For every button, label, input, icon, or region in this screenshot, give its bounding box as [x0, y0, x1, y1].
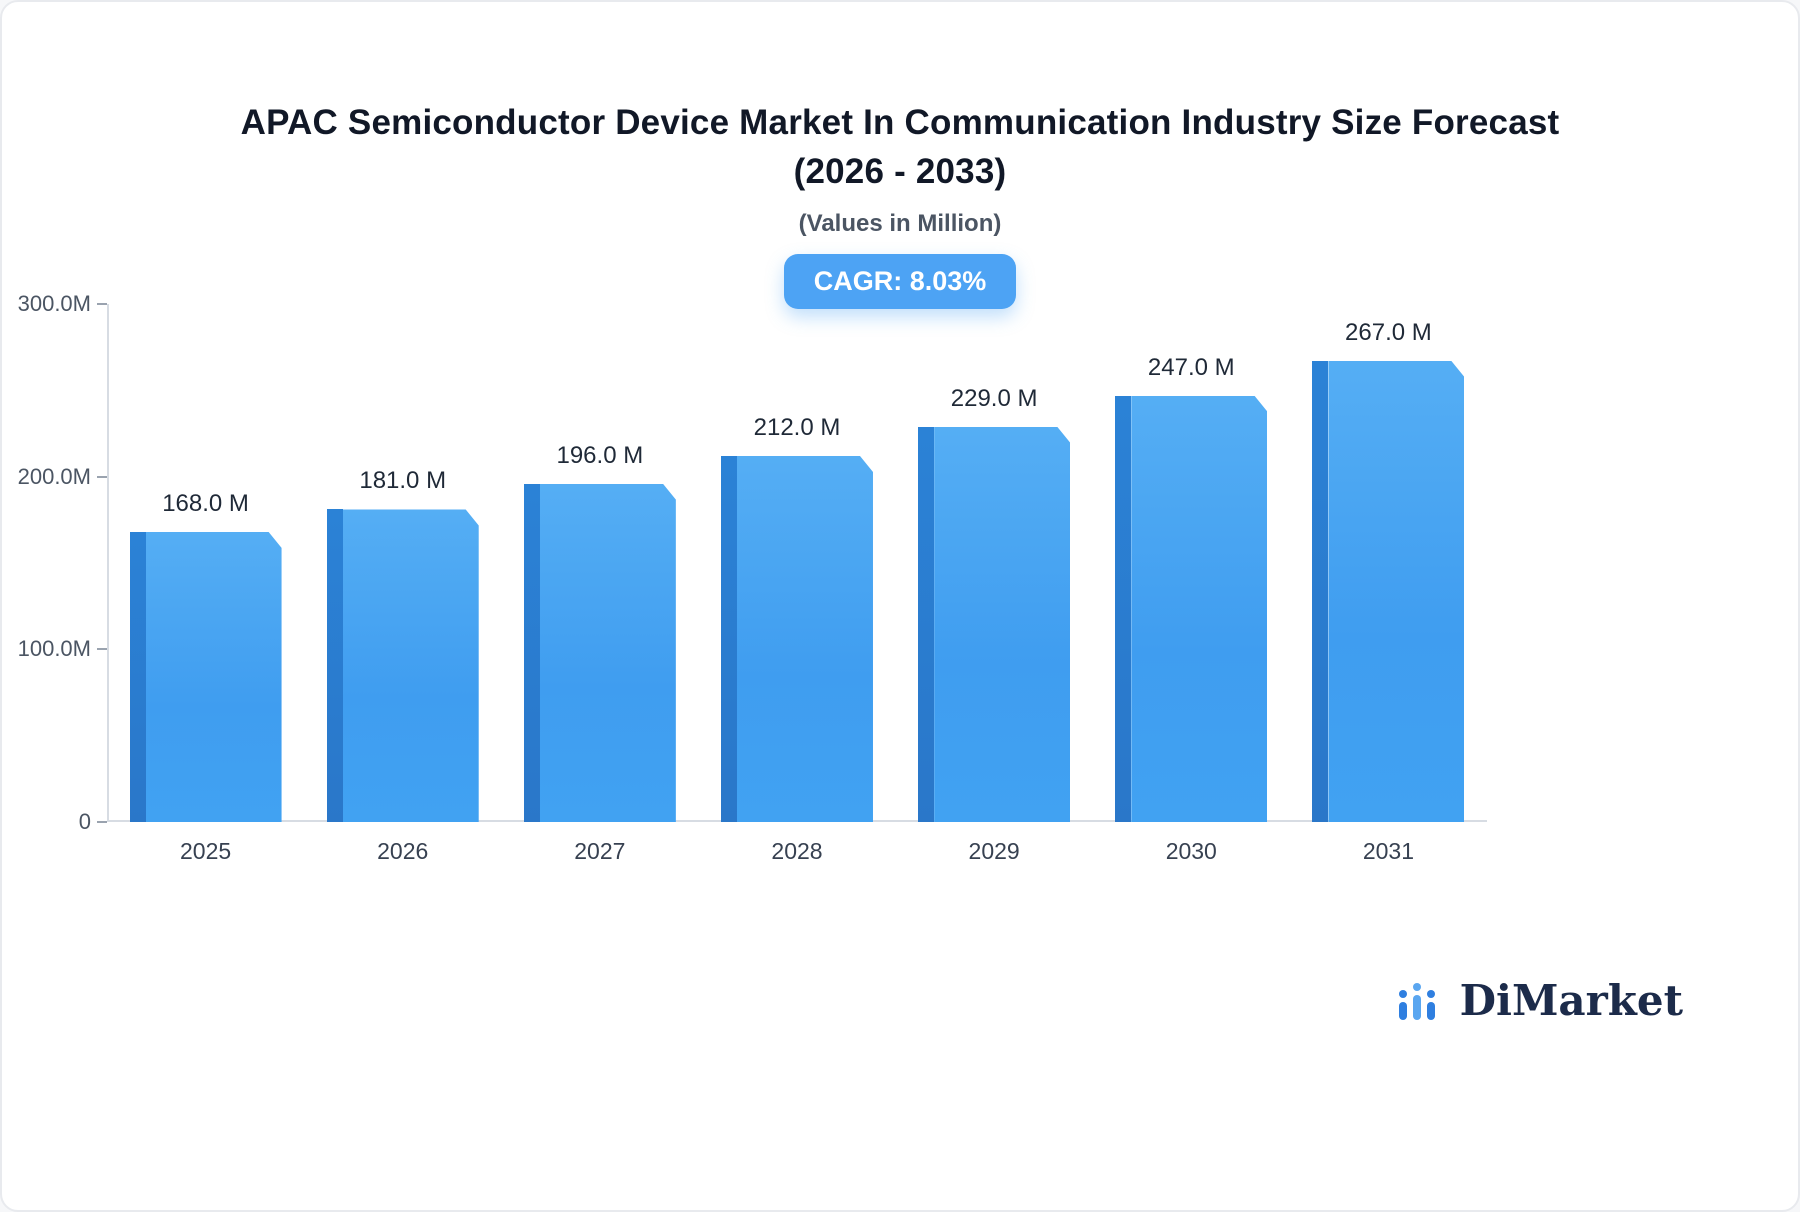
- bar-2025[interactable]: [129, 531, 282, 822]
- bar-side-face: [720, 455, 737, 822]
- bar-front-face: [1131, 396, 1267, 822]
- y-tick-label: 200.0M: [17, 463, 91, 489]
- dimarket-logo: DiMarket: [1396, 976, 1683, 1025]
- chart-title-line1: APAC Semiconductor Device Market In Comm…: [240, 103, 1560, 142]
- bar-front-face: [146, 532, 282, 822]
- y-tick-mark: [97, 475, 107, 478]
- bar-2029[interactable]: [918, 426, 1070, 822]
- bar-value-label: 267.0 M: [1345, 318, 1432, 346]
- x-tick-label: 2030: [1165, 838, 1217, 864]
- x-tick-label: 2028: [771, 838, 823, 864]
- bar-slot: 168.0 M: [107, 304, 304, 822]
- bar-value-label: 196.0 M: [556, 441, 644, 469]
- bar-2028[interactable]: [720, 455, 873, 822]
- bar-front-face: [343, 509, 479, 822]
- bar-side-face: [918, 426, 935, 822]
- bar-slot: 229.0 M: [896, 304, 1093, 822]
- bar-front-face: [1328, 361, 1464, 822]
- cagr-badge: CAGR: 8.03%: [783, 254, 1017, 309]
- y-tick-mark: [97, 821, 107, 823]
- bar-front-face: [934, 427, 1070, 822]
- bar-slot: 196.0 M: [501, 304, 698, 822]
- y-tick-label: 300.0M: [17, 291, 91, 316]
- bar-value-label: 168.0 M: [162, 489, 249, 517]
- bar-value-label: 212.0 M: [753, 413, 841, 441]
- chart-title: APAC Semiconductor Device Market In Comm…: [2, 98, 1798, 196]
- y-tick-label: 100.0M: [17, 636, 91, 662]
- dimarket-logo-icon: [1398, 982, 1435, 1020]
- bar-side-face: [129, 531, 146, 822]
- bar-2027[interactable]: [523, 483, 676, 822]
- bar-side-face: [1115, 395, 1132, 822]
- bar-slot: 212.0 M: [698, 304, 895, 822]
- x-tick-label: 2031: [1362, 838, 1414, 864]
- bar-2026[interactable]: [326, 509, 479, 822]
- y-tick-mark: [97, 303, 107, 305]
- x-tick-label: 2025: [179, 838, 232, 864]
- chart-title-line2: (2026 - 2033): [793, 152, 1007, 191]
- bar-slot: 181.0 M: [304, 304, 501, 822]
- plot-wrap: 0 100.0M 200.0M 300.0M 168.0 M 181.0 M 196.0 …: [18, 291, 1487, 834]
- bar-side-face: [523, 483, 540, 822]
- bar-slot: 247.0 M: [1093, 304, 1290, 822]
- bar-front-face: [737, 456, 873, 822]
- bar-2030[interactable]: [1115, 395, 1267, 822]
- bar-2031[interactable]: [1312, 360, 1464, 822]
- chart-header: APAC Semiconductor Device Market In Comm…: [2, 2, 1798, 309]
- bar-value-label: 247.0 M: [1147, 353, 1235, 381]
- y-tick-label: 0: [78, 809, 91, 834]
- x-tick-label: 2026: [377, 838, 429, 864]
- x-tick-label: 2029: [968, 838, 1020, 864]
- x-tick-label: 2027: [574, 838, 626, 864]
- bar-slot: 267.0 M: [1290, 304, 1487, 822]
- bar-value-label: 181.0 M: [359, 467, 447, 495]
- dimarket-logo-text: DiMarket: [1459, 976, 1683, 1025]
- chart-subtitle: (Values in Million): [798, 210, 1002, 237]
- bar-value-label: 229.0 M: [950, 384, 1038, 412]
- x-axis-labels: 2025 2026 2027 2028 2029 2030 2031: [107, 838, 1487, 865]
- y-tick-mark: [97, 648, 107, 651]
- bars-row: 168.0 M 181.0 M 196.0 M 212.0 M 229.0 M 247.0…: [107, 304, 1487, 822]
- bar-side-face: [326, 509, 343, 822]
- bar-side-face: [1312, 360, 1329, 822]
- bar-front-face: [540, 484, 676, 822]
